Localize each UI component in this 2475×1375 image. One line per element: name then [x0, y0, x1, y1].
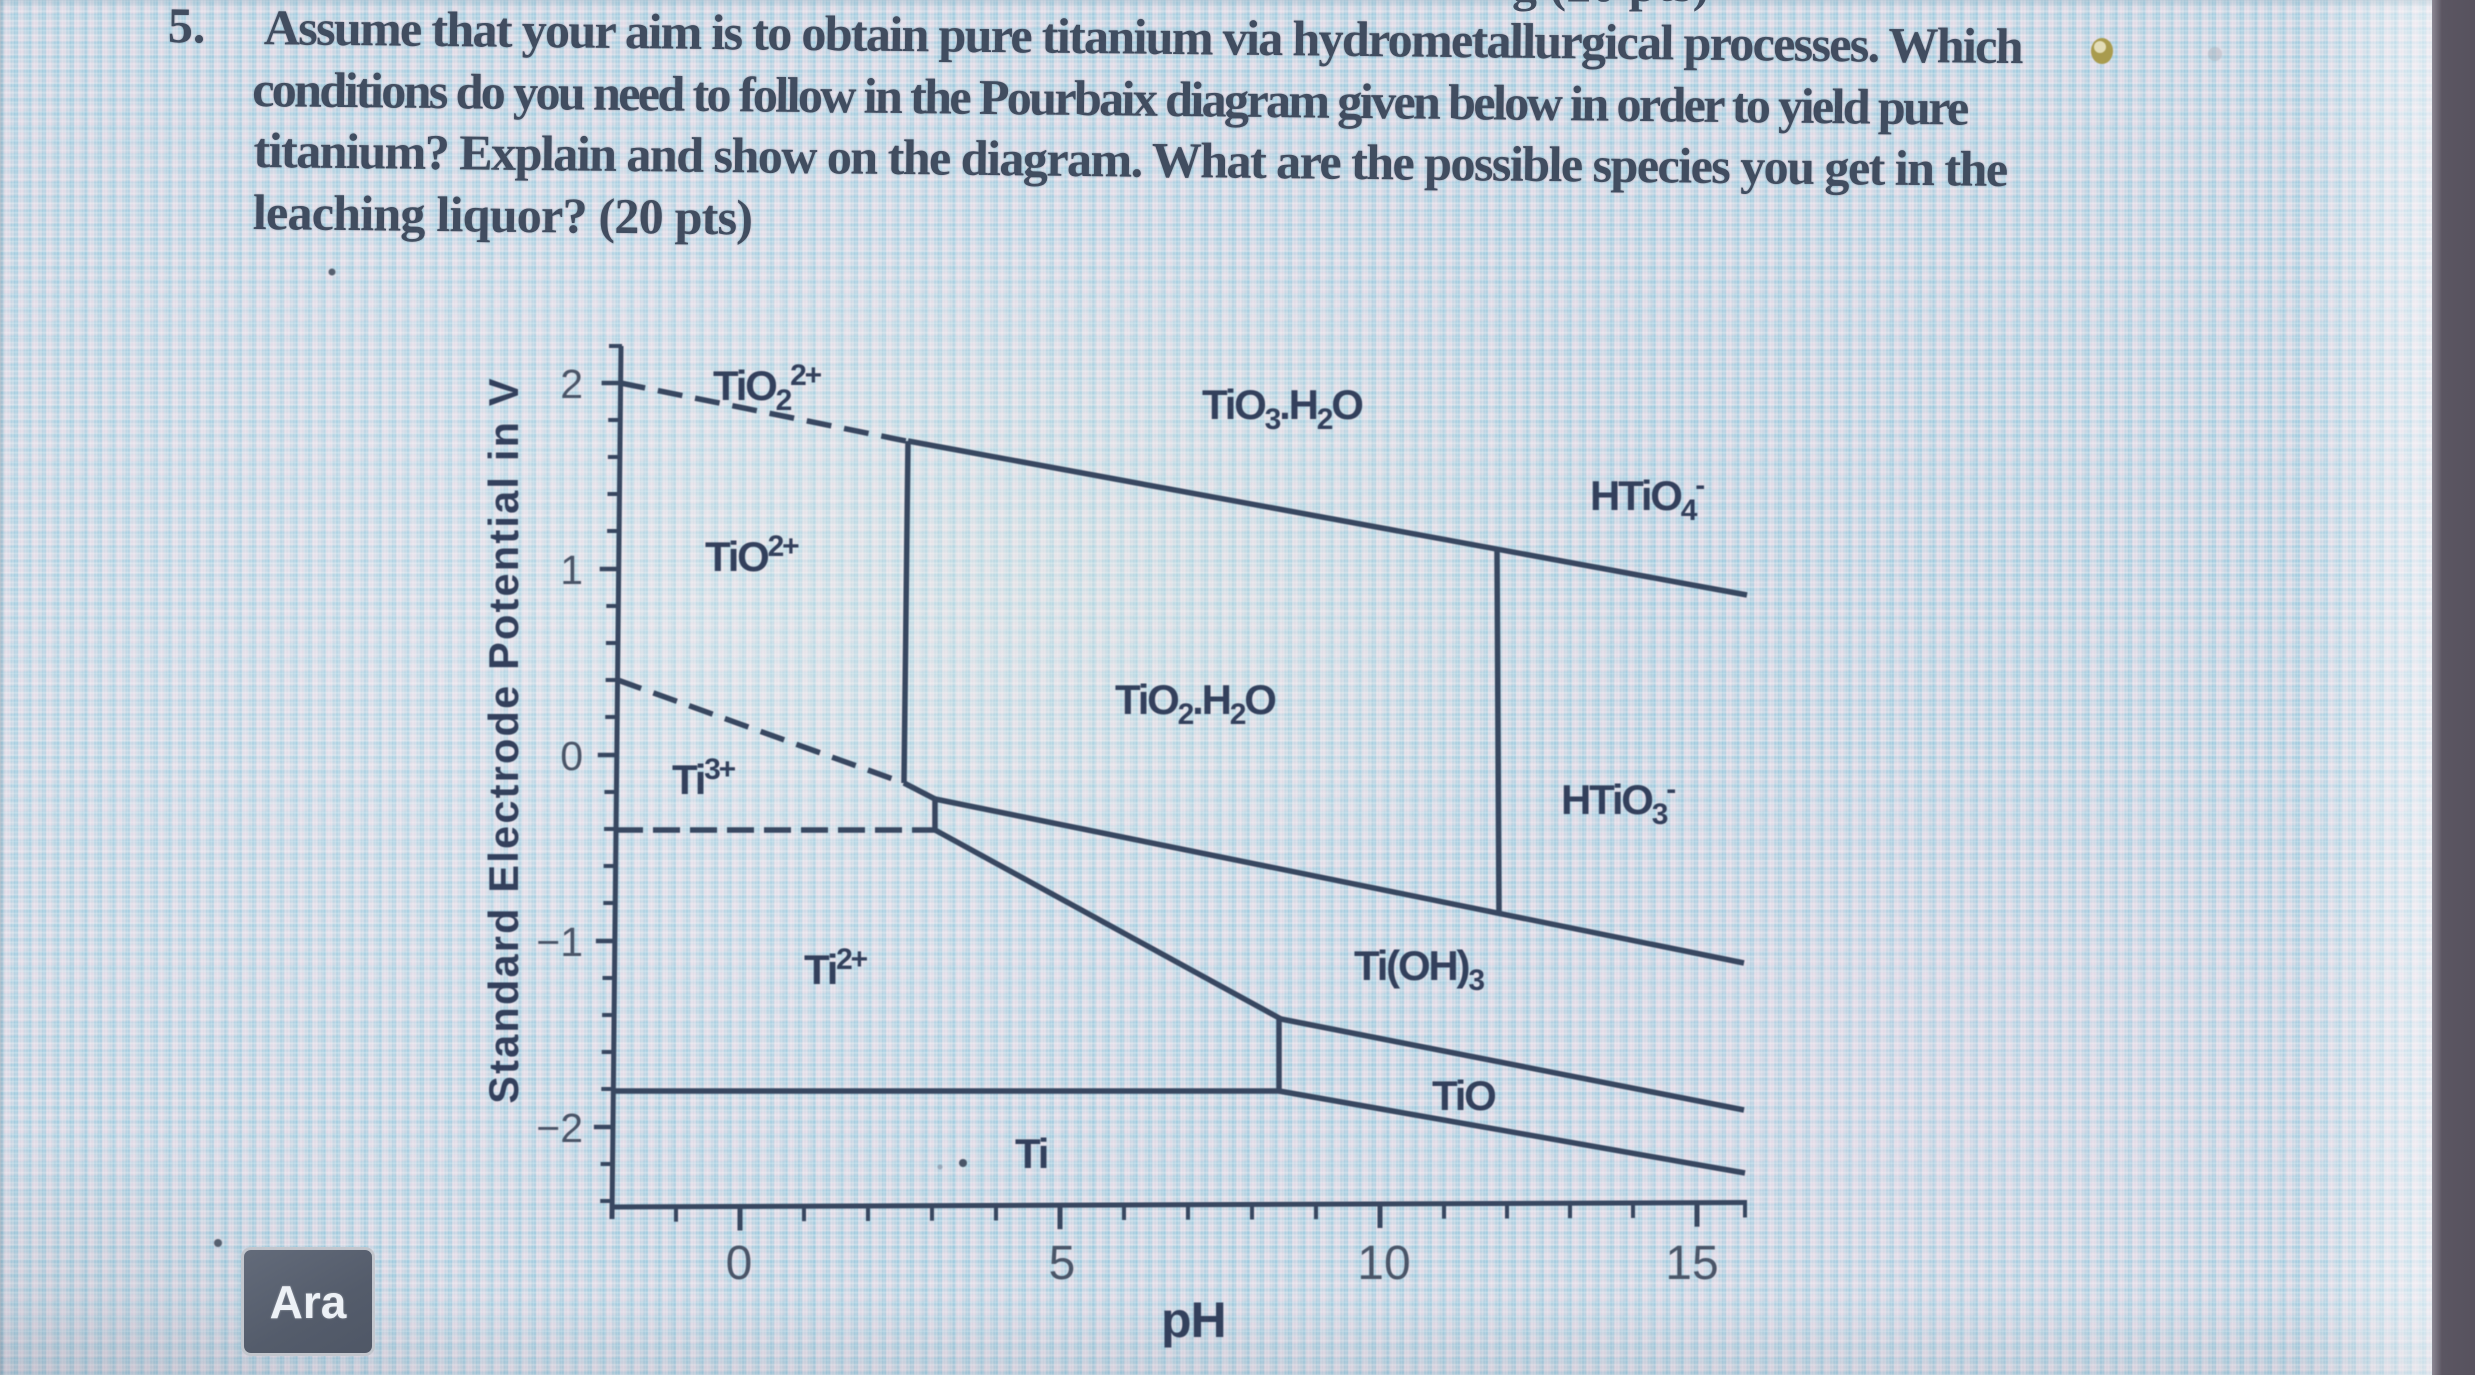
svg-text:10: 10	[1357, 1237, 1410, 1290]
svg-text:0: 0	[726, 1237, 753, 1290]
svg-text:15: 15	[1665, 1237, 1718, 1290]
svg-text:1: 1	[560, 547, 583, 593]
svg-text:2: 2	[560, 361, 583, 407]
svg-text:−2: −2	[536, 1105, 583, 1151]
svg-text:HTiO4-: HTiO4-	[1590, 469, 1704, 527]
svg-text:−1: −1	[536, 919, 583, 965]
svg-text:TiO: TiO	[1432, 1072, 1495, 1119]
svg-text:Ti: Ti	[1015, 1130, 1047, 1177]
svg-text:TiO2.H2O: TiO2.H2O	[1115, 676, 1275, 731]
svg-text:Ti(OH)3: Ti(OH)3	[1354, 942, 1484, 997]
svg-text:Ti2+: Ti2+	[804, 943, 868, 993]
svg-text:TiO22+: TiO22+	[713, 359, 822, 417]
svg-text:5: 5	[1049, 1237, 1076, 1290]
svg-text:pH: pH	[1161, 1292, 1226, 1348]
svg-text:Ti3+: Ti3+	[672, 753, 736, 803]
svg-text:Standard Electrode Potential i: Standard Electrode Potential in V	[480, 376, 527, 1104]
svg-text:0: 0	[560, 733, 583, 779]
svg-text:HTiO3-: HTiO3-	[1561, 773, 1675, 831]
svg-text:TiO2+: TiO2+	[705, 530, 799, 580]
svg-text:TiO3.H2O: TiO3.H2O	[1202, 381, 1362, 436]
